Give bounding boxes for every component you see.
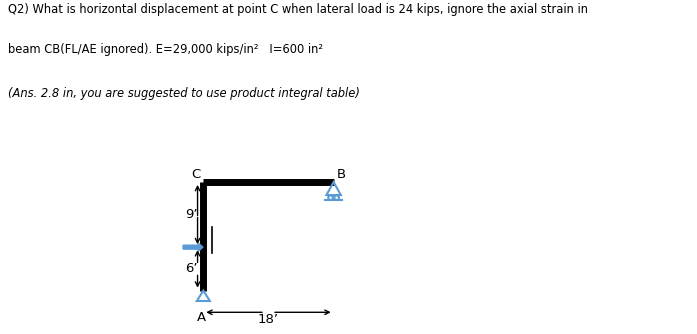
Text: A: A (197, 311, 206, 324)
Text: beam CB(FL/AE ignored). E=29,000 kips/in²   I=600 in²: beam CB(FL/AE ignored). E=29,000 kips/in… (8, 43, 323, 56)
Text: 6’: 6’ (185, 263, 197, 275)
Text: Q2) What is horizontal displacement at point C when lateral load is 24 kips, ign: Q2) What is horizontal displacement at p… (8, 3, 588, 16)
FancyArrow shape (183, 243, 203, 251)
Text: 9’: 9’ (185, 208, 197, 221)
Text: C: C (192, 168, 201, 181)
Text: (Ans. 2.8 in, you are suggested to use product integral table): (Ans. 2.8 in, you are suggested to use p… (8, 87, 360, 100)
Text: 18’: 18’ (258, 313, 279, 326)
Text: B: B (337, 168, 346, 181)
